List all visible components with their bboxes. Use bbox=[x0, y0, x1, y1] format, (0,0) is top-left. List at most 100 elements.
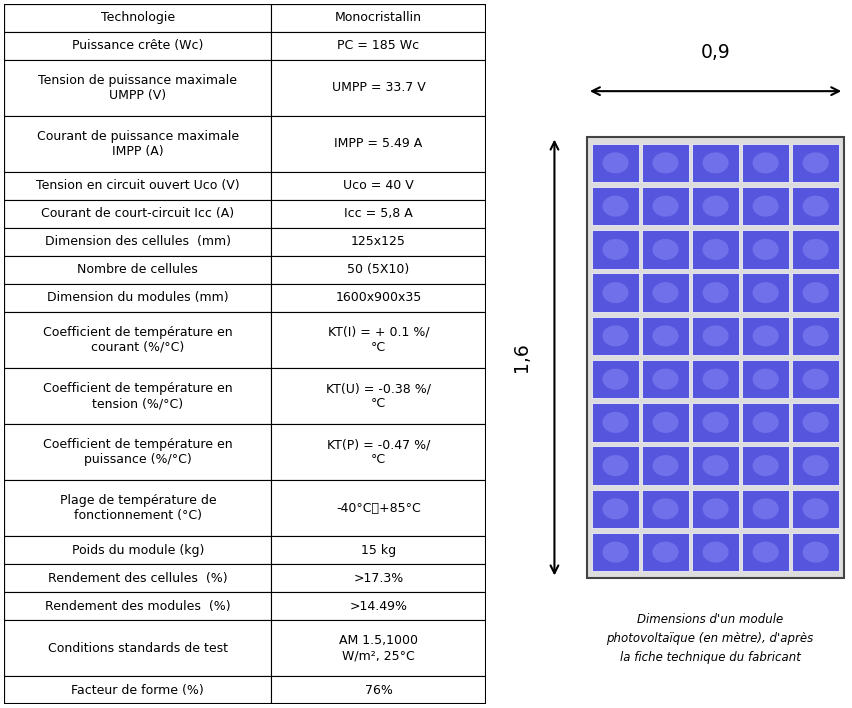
Bar bbox=[4, 424, 272, 480]
Ellipse shape bbox=[703, 195, 728, 217]
Bar bbox=[792, 230, 839, 268]
Bar bbox=[272, 284, 486, 312]
Bar bbox=[792, 187, 839, 225]
Ellipse shape bbox=[752, 412, 779, 433]
Bar bbox=[4, 593, 272, 620]
Bar bbox=[4, 312, 272, 368]
Ellipse shape bbox=[803, 239, 829, 260]
Bar bbox=[692, 316, 740, 355]
Ellipse shape bbox=[703, 542, 728, 563]
Bar bbox=[272, 312, 486, 368]
Bar bbox=[272, 424, 486, 480]
Ellipse shape bbox=[653, 498, 678, 520]
Ellipse shape bbox=[602, 412, 629, 433]
Bar bbox=[272, 172, 486, 200]
Text: Nombre de cellules: Nombre de cellules bbox=[78, 263, 199, 276]
Ellipse shape bbox=[653, 239, 678, 260]
Bar bbox=[792, 273, 839, 312]
Bar bbox=[792, 533, 839, 571]
Text: KT(U) = -0.38 %/
°C: KT(U) = -0.38 %/ °C bbox=[326, 382, 431, 410]
Text: Rendement des cellules  (%): Rendement des cellules (%) bbox=[48, 572, 227, 585]
Ellipse shape bbox=[653, 369, 678, 389]
Bar bbox=[272, 200, 486, 228]
Bar bbox=[742, 403, 789, 442]
Text: Facteur de forme (%): Facteur de forme (%) bbox=[72, 684, 204, 697]
Text: 1600x900x35: 1600x900x35 bbox=[336, 292, 422, 304]
Bar bbox=[742, 447, 789, 485]
Bar bbox=[4, 256, 272, 284]
Text: >17.3%: >17.3% bbox=[354, 572, 404, 585]
Ellipse shape bbox=[602, 195, 629, 217]
Ellipse shape bbox=[602, 239, 629, 260]
Ellipse shape bbox=[752, 195, 779, 217]
Bar bbox=[4, 536, 272, 564]
Ellipse shape bbox=[703, 152, 728, 173]
Text: -40°C～+85°C: -40°C～+85°C bbox=[337, 502, 421, 515]
Text: 125x125: 125x125 bbox=[351, 235, 406, 249]
Bar bbox=[692, 360, 740, 399]
Ellipse shape bbox=[653, 195, 678, 217]
Bar bbox=[692, 144, 740, 182]
Ellipse shape bbox=[602, 542, 629, 563]
Bar bbox=[592, 490, 639, 528]
Bar bbox=[272, 480, 486, 536]
Ellipse shape bbox=[703, 498, 728, 520]
Bar bbox=[272, 368, 486, 424]
Bar bbox=[742, 187, 789, 225]
Text: Tension de puissance maximale
UMPP (V): Tension de puissance maximale UMPP (V) bbox=[38, 74, 238, 102]
Bar bbox=[272, 115, 486, 172]
Text: IMPP = 5.49 A: IMPP = 5.49 A bbox=[334, 137, 423, 150]
Text: Dimension des cellules  (mm): Dimension des cellules (mm) bbox=[45, 235, 231, 249]
Bar bbox=[692, 490, 740, 528]
Bar bbox=[272, 4, 486, 32]
Bar bbox=[792, 316, 839, 355]
Ellipse shape bbox=[602, 152, 629, 173]
Text: Tension en circuit ouvert Uco (V): Tension en circuit ouvert Uco (V) bbox=[36, 179, 239, 193]
Bar bbox=[742, 144, 789, 182]
Ellipse shape bbox=[653, 152, 678, 173]
Ellipse shape bbox=[803, 498, 829, 520]
Bar bbox=[692, 533, 740, 571]
Text: Technologie: Technologie bbox=[101, 11, 175, 24]
Ellipse shape bbox=[703, 239, 728, 260]
Bar bbox=[592, 447, 639, 485]
Ellipse shape bbox=[653, 542, 678, 563]
Bar bbox=[642, 403, 689, 442]
Ellipse shape bbox=[752, 239, 779, 260]
Ellipse shape bbox=[803, 195, 829, 217]
Bar bbox=[4, 115, 272, 172]
Bar bbox=[792, 490, 839, 528]
Bar bbox=[587, 137, 844, 578]
Text: Conditions standards de test: Conditions standards de test bbox=[48, 642, 227, 655]
Text: UMPP = 33.7 V: UMPP = 33.7 V bbox=[331, 81, 425, 94]
Bar bbox=[642, 316, 689, 355]
Bar bbox=[792, 403, 839, 442]
Bar bbox=[4, 32, 272, 59]
Ellipse shape bbox=[803, 152, 829, 173]
Bar bbox=[4, 4, 272, 32]
Text: 76%: 76% bbox=[365, 684, 393, 697]
Bar bbox=[272, 676, 486, 704]
Bar bbox=[4, 284, 272, 312]
Ellipse shape bbox=[803, 326, 829, 346]
Text: Icc = 5,8 A: Icc = 5,8 A bbox=[344, 207, 413, 220]
Ellipse shape bbox=[752, 369, 779, 389]
Bar bbox=[742, 360, 789, 399]
Bar bbox=[4, 676, 272, 704]
Bar bbox=[4, 368, 272, 424]
Bar bbox=[692, 447, 740, 485]
Ellipse shape bbox=[703, 455, 728, 476]
Bar bbox=[592, 316, 639, 355]
Ellipse shape bbox=[602, 498, 629, 520]
Ellipse shape bbox=[602, 369, 629, 389]
Bar bbox=[642, 490, 689, 528]
Bar bbox=[592, 360, 639, 399]
Bar bbox=[642, 273, 689, 312]
Bar bbox=[642, 447, 689, 485]
Text: 15 kg: 15 kg bbox=[361, 544, 396, 556]
Bar bbox=[792, 144, 839, 182]
Bar bbox=[592, 403, 639, 442]
Ellipse shape bbox=[803, 282, 829, 303]
Text: Puissance crête (Wc): Puissance crête (Wc) bbox=[72, 39, 204, 52]
Text: Poids du module (kg): Poids du module (kg) bbox=[72, 544, 204, 556]
